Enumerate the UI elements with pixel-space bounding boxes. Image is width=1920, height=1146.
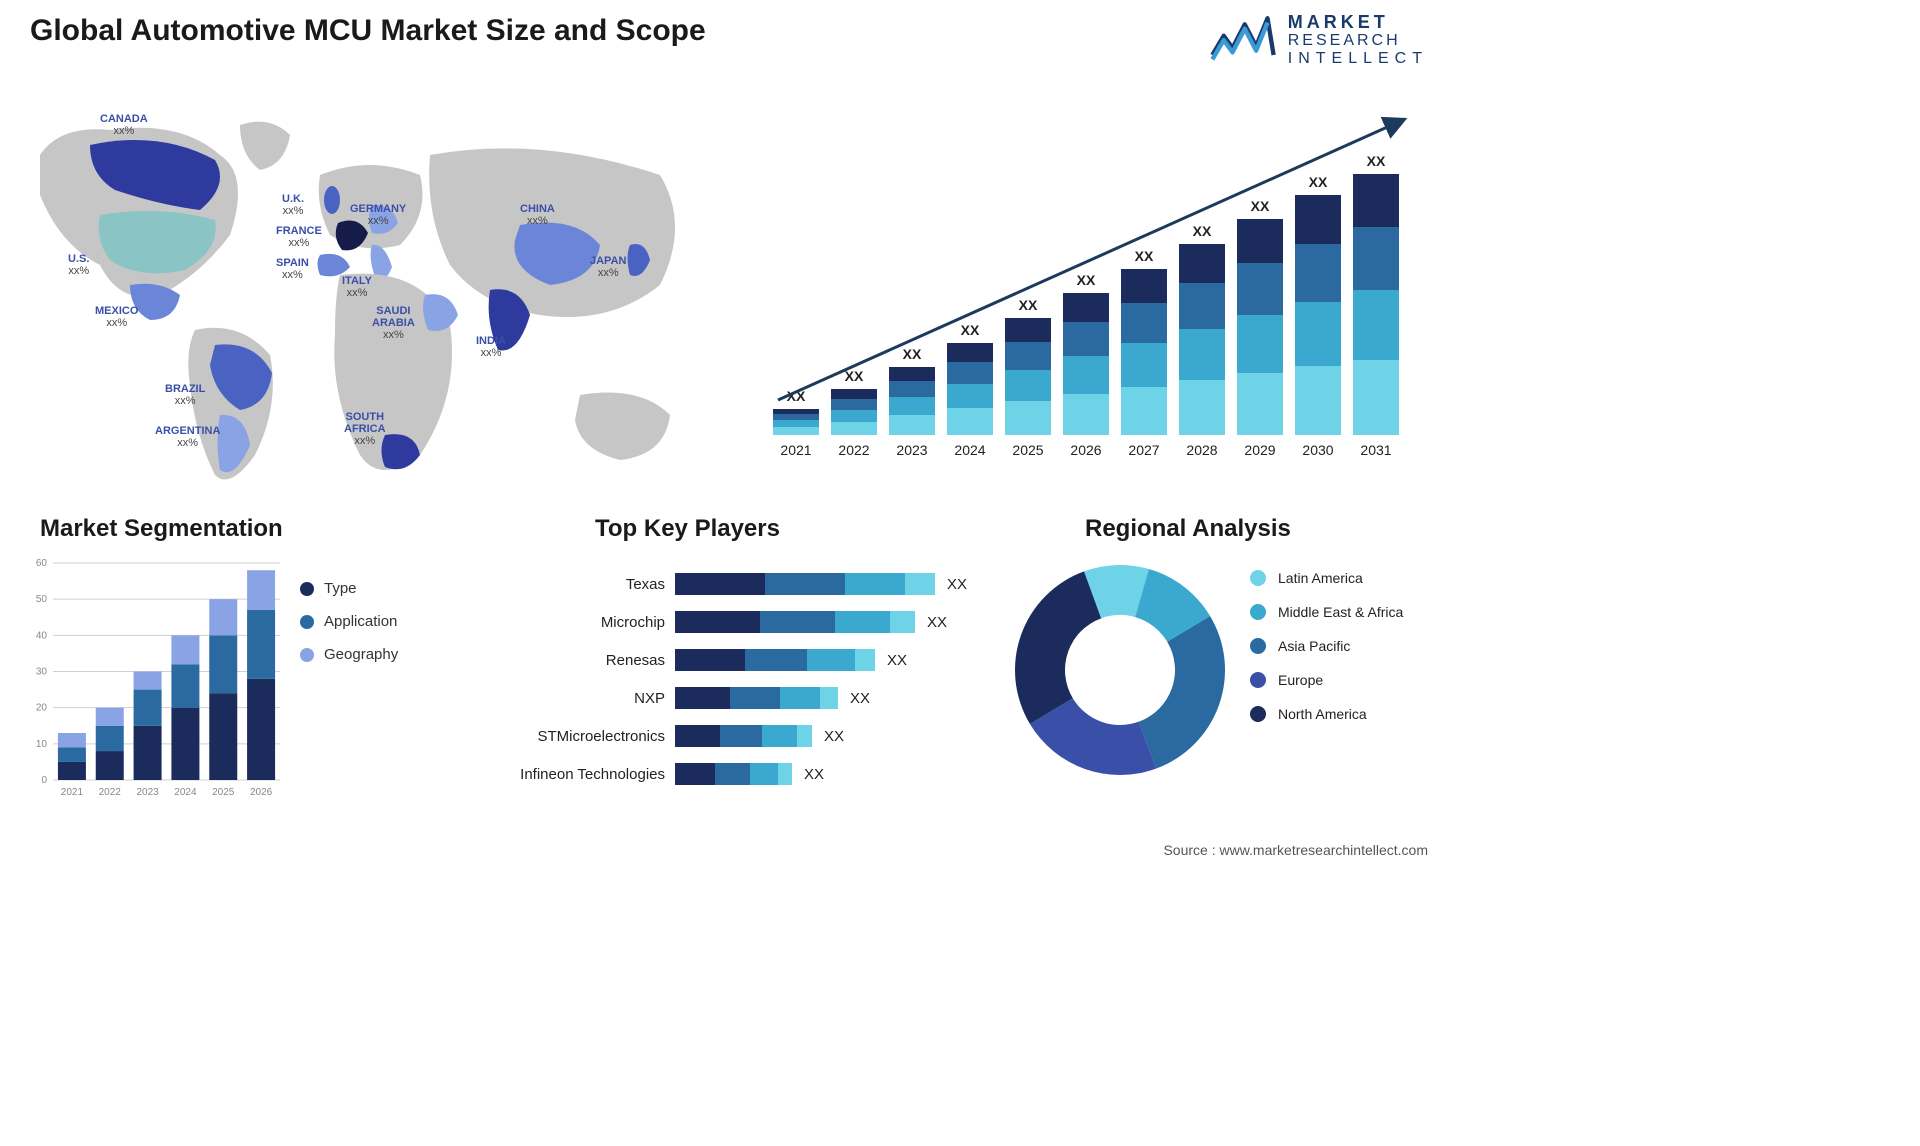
key-player-value: XX (804, 766, 824, 783)
svg-text:XX: XX (1251, 198, 1270, 214)
svg-text:2027: 2027 (1128, 442, 1159, 458)
key-player-label: NXP (490, 690, 675, 707)
page-title: Global Automotive MCU Market Size and Sc… (30, 14, 706, 48)
svg-text:XX: XX (1193, 223, 1212, 239)
map-label: SAUDIARABIAxx% (372, 305, 415, 341)
svg-text:2028: 2028 (1186, 442, 1217, 458)
svg-text:2021: 2021 (61, 787, 84, 798)
segmentation-chart: 0 10 20 30 40 50 60 2021 2022 2023 2024 2025 2026 (25, 555, 285, 805)
growth-bar-chart: XX 2021 XX 2022 XX 2023 XX 2024 XX 2025 XX 2026 XX 20… (758, 100, 1418, 465)
svg-text:2021: 2021 (780, 442, 811, 458)
key-player-value: XX (824, 728, 844, 745)
map-label: INDIAxx% (476, 335, 506, 359)
logo-line1: MARKET (1288, 13, 1428, 33)
svg-text:2025: 2025 (1012, 442, 1043, 458)
legend-item: North America (1250, 706, 1403, 722)
map-label: JAPANxx% (590, 255, 626, 279)
key-player-row: Renesas XX (490, 641, 990, 679)
svg-text:2026: 2026 (250, 787, 273, 798)
svg-text:XX: XX (1367, 153, 1386, 169)
svg-text:XX: XX (1077, 272, 1096, 288)
key-player-value: XX (927, 614, 947, 631)
key-player-row: Infineon Technologies XX (490, 755, 990, 793)
key-player-row: Texas XX (490, 565, 990, 603)
brand-logo: MARKET RESEARCH INTELLECT (1208, 10, 1428, 70)
svg-text:XX: XX (1135, 248, 1154, 264)
world-map: CANADAxx% U.S.xx% MEXICOxx% BRAZILxx% ARGENT… (20, 95, 720, 495)
svg-text:2031: 2031 (1360, 442, 1391, 458)
map-label: SOUTHAFRICAxx% (344, 411, 386, 447)
map-label: MEXICOxx% (95, 305, 138, 329)
key-player-label: Renesas (490, 652, 675, 669)
svg-text:XX: XX (903, 346, 922, 362)
map-label: BRAZILxx% (165, 383, 205, 407)
svg-text:XX: XX (1019, 297, 1038, 313)
key-player-value: XX (887, 652, 907, 669)
map-label: ARGENTINAxx% (155, 425, 220, 449)
legend-item: Latin America (1250, 570, 1403, 586)
svg-text:2023: 2023 (136, 787, 159, 798)
key-player-value: XX (850, 690, 870, 707)
key-player-row: Microchip XX (490, 603, 990, 641)
svg-text:2024: 2024 (174, 787, 197, 798)
svg-text:XX: XX (961, 322, 980, 338)
map-label: SPAINxx% (276, 257, 309, 281)
svg-text:2026: 2026 (1070, 442, 1101, 458)
segmentation-title: Market Segmentation (40, 515, 283, 543)
map-label: GERMANYxx% (350, 203, 406, 227)
svg-text:2030: 2030 (1302, 442, 1333, 458)
legend-item: Asia Pacific (1250, 638, 1403, 654)
svg-text:20: 20 (36, 703, 48, 714)
map-label: U.S.xx% (68, 253, 89, 277)
key-player-label: STMicroelectronics (490, 728, 675, 745)
regional-legend: Latin America Middle East & Africa Asia Pa… (1250, 570, 1403, 740)
segmentation-legend: Type Application Geography (300, 580, 398, 679)
map-label: CHINAxx% (520, 203, 555, 227)
legend-item: Geography (300, 646, 398, 663)
svg-text:60: 60 (36, 558, 48, 569)
regional-donut-chart (1010, 560, 1230, 780)
map-label: ITALYxx% (342, 275, 372, 299)
regional-title: Regional Analysis (1085, 515, 1291, 543)
key-player-row: STMicroelectronics XX (490, 717, 990, 755)
svg-text:XX: XX (1309, 174, 1328, 190)
key-players-title: Top Key Players (595, 515, 780, 543)
key-players-chart: TexasXXMicrochipXXRenesasXXNXPXXSTMicroe… (490, 565, 990, 810)
key-player-label: Texas (490, 576, 675, 593)
key-player-label: Microchip (490, 614, 675, 631)
key-player-row: NXP XX (490, 679, 990, 717)
map-label: U.K.xx% (282, 193, 304, 217)
svg-text:2023: 2023 (896, 442, 927, 458)
legend-item: Europe (1250, 672, 1403, 688)
logo-text: MARKET RESEARCH INTELLECT (1288, 13, 1428, 68)
key-player-label: Infineon Technologies (490, 766, 675, 783)
svg-text:2022: 2022 (838, 442, 869, 458)
logo-line3: INTELLECT (1288, 50, 1428, 68)
key-player-value: XX (947, 576, 967, 593)
logo-line2: RESEARCH (1288, 32, 1428, 50)
svg-text:40: 40 (36, 630, 48, 641)
logo-icon (1208, 10, 1278, 70)
svg-text:2022: 2022 (99, 787, 122, 798)
svg-text:2024: 2024 (954, 442, 985, 458)
svg-text:2029: 2029 (1244, 442, 1275, 458)
legend-item: Application (300, 613, 398, 630)
svg-text:50: 50 (36, 594, 48, 605)
legend-item: Middle East & Africa (1250, 604, 1403, 620)
svg-text:30: 30 (36, 667, 48, 678)
svg-text:2025: 2025 (212, 787, 235, 798)
source-text: Source : www.marketresearchintellect.com (1163, 842, 1428, 858)
svg-text:10: 10 (36, 739, 48, 750)
svg-text:0: 0 (41, 775, 47, 786)
map-label: FRANCExx% (276, 225, 322, 249)
map-label: CANADAxx% (100, 113, 148, 137)
legend-item: Type (300, 580, 398, 597)
